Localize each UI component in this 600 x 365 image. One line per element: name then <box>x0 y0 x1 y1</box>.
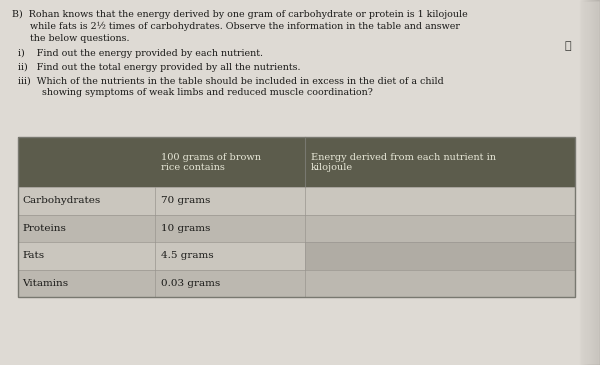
Bar <box>598 0 600 365</box>
Text: Carbohydrates: Carbohydrates <box>22 196 100 205</box>
Bar <box>590 0 600 365</box>
Text: 4.5 grams: 4.5 grams <box>161 251 214 260</box>
Bar <box>593 0 600 365</box>
Bar <box>594 0 600 365</box>
Text: Fats: Fats <box>22 251 44 260</box>
Text: showing symptoms of weak limbs and reduced muscle coordination?: showing symptoms of weak limbs and reduc… <box>18 88 373 97</box>
Bar <box>581 0 600 365</box>
Bar <box>592 0 600 365</box>
Bar <box>596 0 600 365</box>
Bar <box>586 0 600 365</box>
Text: 0.03 grams: 0.03 grams <box>161 279 220 288</box>
Bar <box>584 0 600 365</box>
Bar <box>305 269 575 297</box>
Bar <box>18 137 575 187</box>
Text: iii)  Which of the nutrients in the table should be included in excess in the di: iii) Which of the nutrients in the table… <box>18 77 444 86</box>
Text: Ⓐ: Ⓐ <box>565 41 571 51</box>
Text: while fats is 2½ times of carbohydrates. Observe the information in the table an: while fats is 2½ times of carbohydrates.… <box>12 22 460 31</box>
Text: the below questions.: the below questions. <box>12 34 130 43</box>
Text: kilojoule: kilojoule <box>311 164 353 173</box>
Bar <box>18 137 575 297</box>
Bar <box>18 187 305 215</box>
Bar <box>305 242 575 269</box>
Bar <box>591 0 600 365</box>
Bar <box>597 0 600 365</box>
Bar <box>583 0 600 365</box>
Text: Vitamins: Vitamins <box>22 279 68 288</box>
Text: Energy derived from each nutrient in: Energy derived from each nutrient in <box>311 154 496 162</box>
Bar <box>18 269 305 297</box>
Text: B)  Rohan knows that the energy derived by one gram of carbohydrate or protein i: B) Rohan knows that the energy derived b… <box>12 10 468 19</box>
Bar <box>580 0 600 365</box>
Text: 100 grams of brown: 100 grams of brown <box>161 154 261 162</box>
Bar <box>588 0 600 365</box>
Bar <box>305 215 575 242</box>
Text: 70 grams: 70 grams <box>161 196 211 205</box>
Bar <box>585 0 600 365</box>
Bar <box>18 215 305 242</box>
Bar <box>582 0 600 365</box>
Bar <box>595 0 600 365</box>
Bar <box>305 187 575 215</box>
Text: Proteins: Proteins <box>22 224 66 233</box>
Bar <box>587 0 600 365</box>
Bar <box>599 0 600 365</box>
Text: i)    Find out the energy provided by each nutrient.: i) Find out the energy provided by each … <box>18 49 263 58</box>
Text: 10 grams: 10 grams <box>161 224 211 233</box>
Text: ii)   Find out the total energy provided by all the nutrients.: ii) Find out the total energy provided b… <box>18 63 301 72</box>
Text: rice contains: rice contains <box>161 164 225 173</box>
Bar <box>589 0 600 365</box>
Bar <box>18 242 305 269</box>
